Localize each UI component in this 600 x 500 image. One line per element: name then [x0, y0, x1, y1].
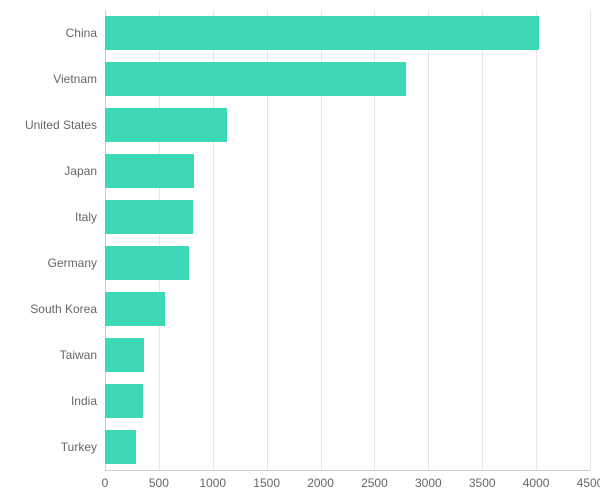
- x-tick-label: 1500: [253, 476, 280, 490]
- y-category-label: Japan: [64, 164, 97, 178]
- y-category-label: Germany: [48, 256, 97, 270]
- bar: [105, 108, 227, 141]
- bar: [105, 246, 189, 279]
- y-category-label: China: [66, 26, 97, 40]
- bar: [105, 384, 143, 417]
- x-tick-label: 2000: [307, 476, 334, 490]
- y-category-label: Turkey: [61, 440, 97, 454]
- y-category-label: Vietnam: [53, 72, 97, 86]
- x-tick-label: 4000: [523, 476, 550, 490]
- x-tick-label: 2500: [361, 476, 388, 490]
- y-category-label: South Korea: [30, 302, 97, 316]
- x-tick-label: 4500: [577, 476, 600, 490]
- x-tick-label: 0: [102, 476, 109, 490]
- grid-line: [536, 10, 537, 470]
- bar-chart: 0 500 1000 1500 2000 2500 3000 3500 4000 4500 Chin…: [0, 0, 600, 500]
- x-tick-label: 3000: [415, 476, 442, 490]
- x-axis-line: [105, 470, 590, 471]
- grid-line: [428, 10, 429, 470]
- bar: [105, 338, 144, 371]
- y-category-label: United States: [25, 118, 97, 132]
- bar: [105, 430, 136, 463]
- plot-area: [105, 10, 590, 470]
- bar: [105, 292, 165, 325]
- y-category-label: India: [71, 394, 97, 408]
- x-tick-label: 3500: [469, 476, 496, 490]
- bar: [105, 154, 194, 187]
- bar: [105, 16, 539, 49]
- bar: [105, 200, 193, 233]
- x-tick-label: 500: [149, 476, 169, 490]
- grid-line: [482, 10, 483, 470]
- grid-line: [590, 10, 591, 470]
- x-tick-label: 1000: [199, 476, 226, 490]
- y-category-label: Italy: [75, 210, 97, 224]
- bar: [105, 62, 406, 95]
- y-category-label: Taiwan: [60, 348, 97, 362]
